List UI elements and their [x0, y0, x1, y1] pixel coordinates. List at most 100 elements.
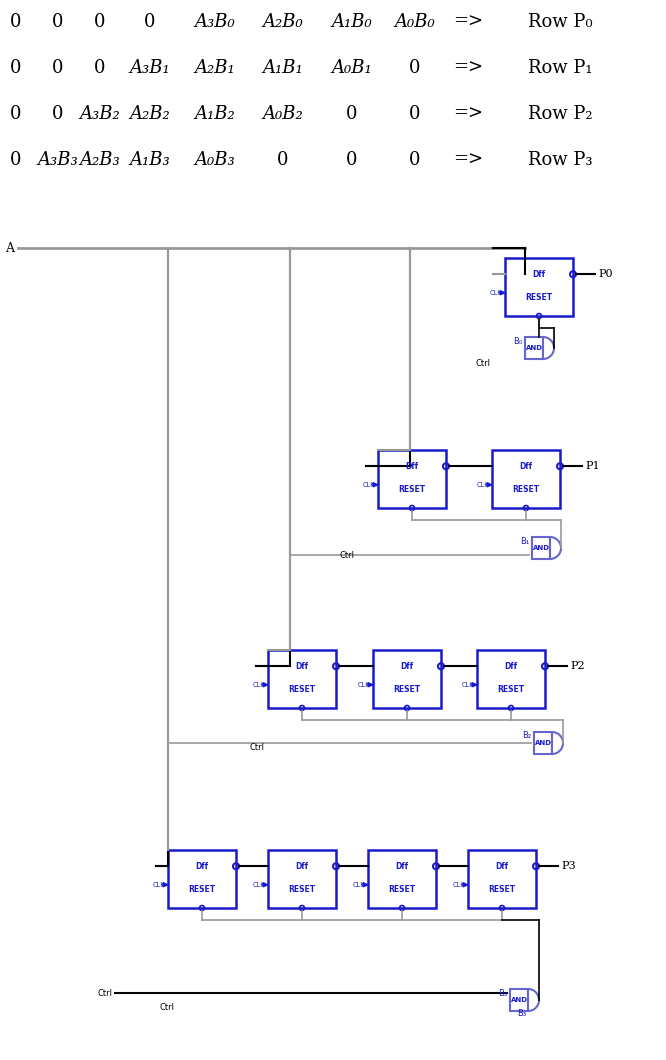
Text: Dff: Dff: [296, 661, 308, 671]
Text: 0: 0: [10, 13, 22, 31]
Text: 0: 0: [277, 151, 289, 169]
Text: 0: 0: [10, 151, 22, 169]
Text: A₀B₁: A₀B₁: [332, 59, 372, 77]
Text: 0: 0: [52, 13, 64, 31]
Text: 0: 0: [409, 105, 421, 123]
Polygon shape: [373, 482, 378, 487]
Text: 0: 0: [346, 151, 358, 169]
Text: P1: P1: [585, 461, 599, 472]
Text: CLK: CLK: [358, 682, 370, 688]
Text: A₃B₂: A₃B₂: [80, 105, 121, 123]
FancyBboxPatch shape: [268, 650, 336, 708]
Polygon shape: [534, 732, 552, 754]
Text: =>: =>: [453, 105, 483, 123]
Text: Ctrl: Ctrl: [160, 1004, 175, 1012]
Text: A₁B₁: A₁B₁: [262, 59, 304, 77]
Text: Dff: Dff: [400, 661, 414, 671]
Text: 0: 0: [10, 105, 22, 123]
Text: A₂B₁: A₂B₁: [194, 59, 235, 77]
Polygon shape: [528, 989, 539, 1011]
Text: Ctrl: Ctrl: [250, 743, 265, 753]
Polygon shape: [263, 883, 268, 887]
Text: B₀: B₀: [513, 336, 522, 346]
Text: RESET: RESET: [394, 685, 420, 694]
Text: CLK: CLK: [490, 289, 502, 296]
Text: RESET: RESET: [488, 885, 515, 894]
Text: Ctrl: Ctrl: [98, 989, 113, 997]
Text: 0: 0: [52, 59, 64, 77]
Text: B₃: B₃: [517, 1009, 527, 1019]
Text: AND: AND: [535, 740, 551, 746]
Polygon shape: [510, 989, 528, 1011]
Text: Row P₂: Row P₂: [527, 105, 592, 123]
Text: A₃B₀: A₃B₀: [194, 13, 235, 31]
Text: B₁: B₁: [519, 536, 529, 546]
Text: CLK: CLK: [362, 482, 375, 488]
Polygon shape: [263, 683, 268, 687]
Text: A₂B₂: A₂B₂: [130, 105, 170, 123]
Text: 0: 0: [346, 105, 358, 123]
FancyBboxPatch shape: [468, 850, 536, 908]
Text: 0: 0: [95, 13, 106, 31]
Text: CLK: CLK: [352, 882, 365, 888]
Polygon shape: [532, 537, 550, 559]
Text: Ctrl: Ctrl: [475, 358, 490, 368]
Text: AND: AND: [511, 997, 527, 1003]
Text: RESET: RESET: [388, 885, 416, 894]
Text: CLK: CLK: [252, 882, 265, 888]
Text: Dff: Dff: [504, 661, 517, 671]
Text: A₀B₀: A₀B₀: [395, 13, 436, 31]
Text: Row P₃: Row P₃: [527, 151, 592, 169]
Polygon shape: [487, 482, 492, 487]
Text: A₀B₃: A₀B₃: [194, 151, 235, 169]
Text: 0: 0: [409, 151, 421, 169]
FancyBboxPatch shape: [168, 850, 236, 908]
Text: RESET: RESET: [398, 484, 426, 494]
Text: Ctrl: Ctrl: [340, 551, 355, 561]
Text: CLK: CLK: [153, 882, 165, 888]
Text: CLK: CLK: [252, 682, 265, 688]
Polygon shape: [550, 537, 561, 559]
FancyBboxPatch shape: [378, 450, 446, 508]
Text: Dff: Dff: [195, 862, 208, 870]
Text: 0: 0: [95, 59, 106, 77]
Text: A: A: [5, 242, 14, 254]
Text: A₀B₂: A₀B₂: [262, 105, 304, 123]
Text: Dff: Dff: [296, 862, 308, 870]
Text: RESET: RESET: [288, 685, 316, 694]
FancyBboxPatch shape: [268, 850, 336, 908]
FancyBboxPatch shape: [492, 450, 560, 508]
Polygon shape: [463, 883, 468, 887]
Text: =>: =>: [453, 13, 483, 31]
Text: A₃B₁: A₃B₁: [130, 59, 170, 77]
Text: RESET: RESET: [525, 293, 553, 302]
Text: B₂: B₂: [522, 731, 531, 741]
Text: =>: =>: [453, 59, 483, 77]
FancyBboxPatch shape: [373, 650, 441, 708]
Text: RESET: RESET: [288, 885, 316, 894]
Text: 0: 0: [145, 13, 156, 31]
Text: CLK: CLK: [476, 482, 489, 488]
Polygon shape: [552, 732, 563, 754]
Text: RESET: RESET: [188, 885, 216, 894]
Text: P2: P2: [570, 661, 585, 671]
Text: RESET: RESET: [498, 685, 525, 694]
Text: Dff: Dff: [519, 462, 533, 471]
Text: P3: P3: [561, 861, 575, 871]
Text: A₁B₃: A₁B₃: [130, 151, 170, 169]
FancyBboxPatch shape: [505, 258, 573, 316]
FancyBboxPatch shape: [368, 850, 436, 908]
Text: A₃B₃: A₃B₃: [37, 151, 79, 169]
Text: Dff: Dff: [396, 862, 408, 870]
Text: A₂B₀: A₂B₀: [262, 13, 304, 31]
Text: Dff: Dff: [532, 269, 545, 279]
Text: CLK: CLK: [452, 882, 465, 888]
Text: A₁B₂: A₁B₂: [194, 105, 235, 123]
Text: P0: P0: [598, 269, 613, 279]
Text: RESET: RESET: [512, 484, 539, 494]
Text: Row P₀: Row P₀: [527, 13, 592, 31]
Polygon shape: [500, 290, 505, 295]
Text: Row P₁: Row P₁: [527, 59, 592, 77]
Polygon shape: [368, 683, 373, 687]
Text: CLK: CLK: [462, 682, 474, 688]
